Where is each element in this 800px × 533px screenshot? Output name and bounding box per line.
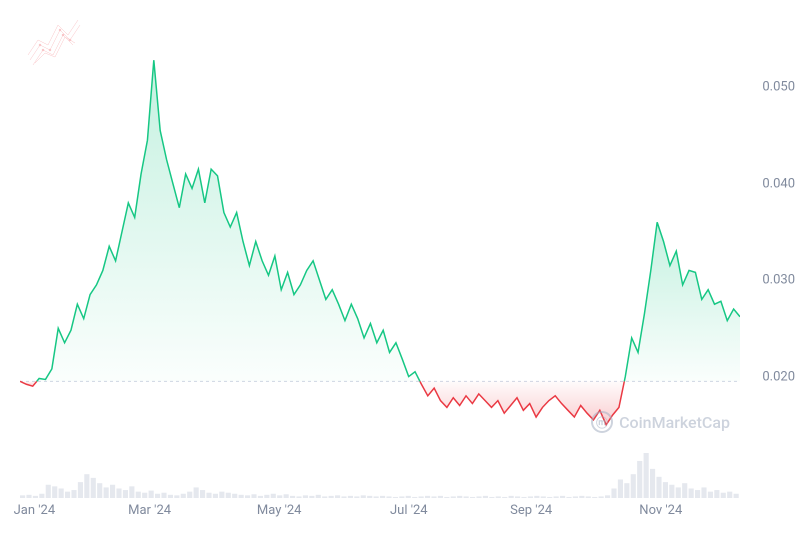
watermark-icon-letter: ⓜ [596,414,608,431]
watermark-icon: ⓜ [591,411,613,433]
y-axis-label: 0.040 [762,176,795,191]
y-axis-label: 0.030 [762,273,795,288]
y-axis: 0.020 0.030 0.040 0.050 [745,10,795,473]
watermark: ⓜ CoinMarketCap [591,411,730,433]
chart-svg [20,10,740,473]
watermark-text: CoinMarketCap [619,413,730,432]
price-chart[interactable] [20,10,740,473]
volume-chart [20,453,740,498]
volume-svg [20,453,740,498]
x-axis-label: Jul '24 [390,503,428,518]
y-axis-label: 0.020 [762,369,795,384]
y-axis-label: 0.050 [762,80,795,95]
x-axis-label: Sep '24 [510,503,552,518]
x-axis-label: Mar '24 [128,503,171,518]
x-axis: Jan '24Mar '24May '24Jul '24Sep '24Nov '… [20,503,740,523]
x-axis-label: Nov '24 [639,503,682,518]
x-axis-label: Jan '24 [14,503,56,518]
x-axis-label: May '24 [257,503,302,518]
